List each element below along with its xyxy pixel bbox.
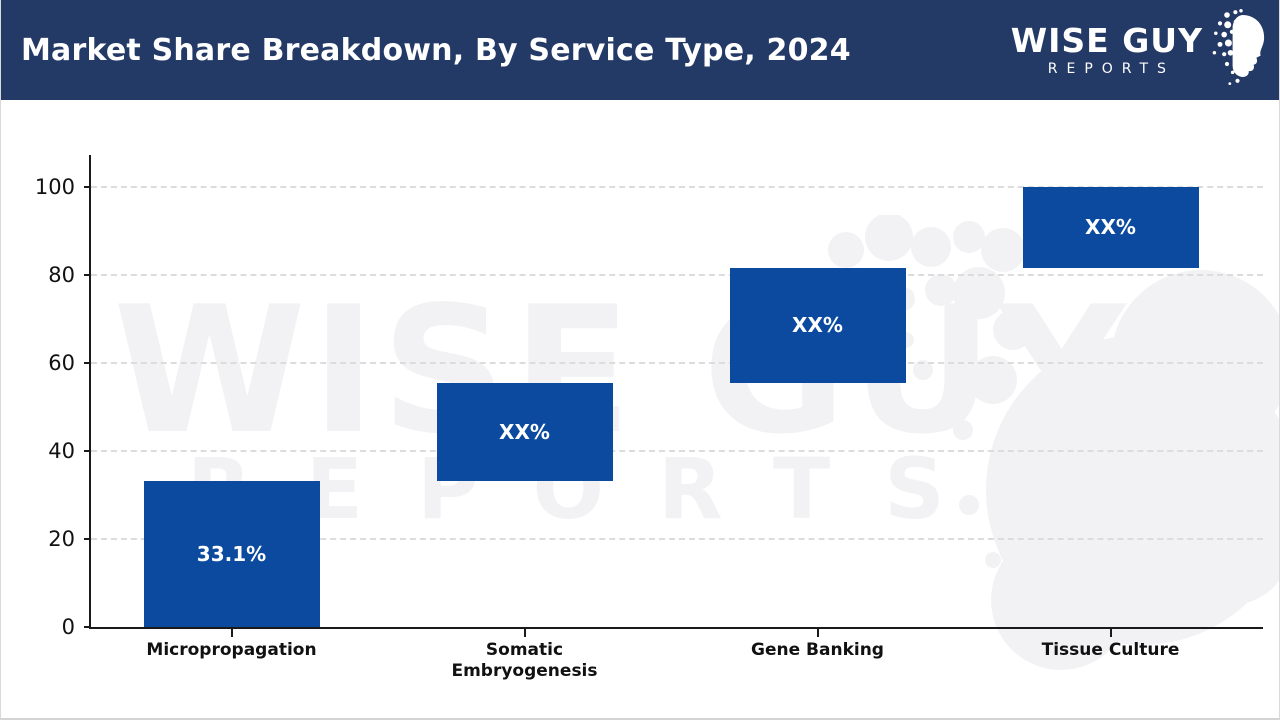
logo: WISE GUY REPORTS — [1011, 7, 1279, 93]
x-tick-mark — [230, 629, 233, 637]
y-tick-label: 60 — [48, 351, 75, 375]
gridline — [91, 450, 1263, 452]
y-tick-mark — [84, 626, 91, 628]
bar: XX% — [729, 267, 906, 384]
gridline — [91, 186, 1263, 188]
y-tick-mark — [84, 274, 91, 276]
y-axis-line — [89, 155, 91, 629]
y-tick-mark — [84, 450, 91, 452]
bar: XX% — [1022, 187, 1199, 268]
gridline — [91, 274, 1263, 276]
bar: XX% — [436, 383, 613, 482]
logo-head-icon — [1212, 9, 1265, 85]
category-label: Micropropagation — [146, 640, 317, 660]
x-tick-mark — [523, 629, 526, 637]
bar-value-label: 33.1% — [196, 542, 267, 567]
y-tick-label: 100 — [34, 175, 75, 199]
y-tick-label: 80 — [48, 263, 75, 287]
x-tick-mark — [1109, 629, 1112, 637]
category-label: Somatic Embryogenesis — [451, 640, 598, 682]
bar-value-label: XX% — [792, 313, 843, 338]
x-tick-mark — [816, 629, 819, 637]
y-tick-mark — [84, 538, 91, 540]
category-label: Tissue Culture — [1041, 640, 1180, 660]
y-tick-label: 0 — [61, 615, 75, 639]
y-tick-label: 20 — [48, 527, 75, 551]
logo-text: WISE GUY REPORTS — [1011, 24, 1203, 77]
gridline — [91, 362, 1263, 364]
bar: 33.1% — [143, 481, 320, 627]
x-axis-line — [89, 627, 1263, 629]
page-title: Market Share Breakdown, By Service Type,… — [21, 32, 851, 68]
watermark-head-icon — [828, 215, 1279, 670]
y-tick-mark — [84, 362, 91, 364]
gridline — [91, 538, 1263, 540]
bar-value-label: XX% — [499, 420, 550, 445]
logo-wordmark: WISE GUY — [1010, 20, 1203, 60]
logo-reports: REPORTS — [1047, 60, 1175, 77]
category-label: Gene Banking — [751, 640, 884, 660]
header: Market Share Breakdown, By Service Type,… — [1, 0, 1279, 100]
y-tick-label: 40 — [48, 439, 75, 463]
y-tick-mark — [84, 186, 91, 188]
bar-value-label: XX% — [1085, 215, 1136, 240]
